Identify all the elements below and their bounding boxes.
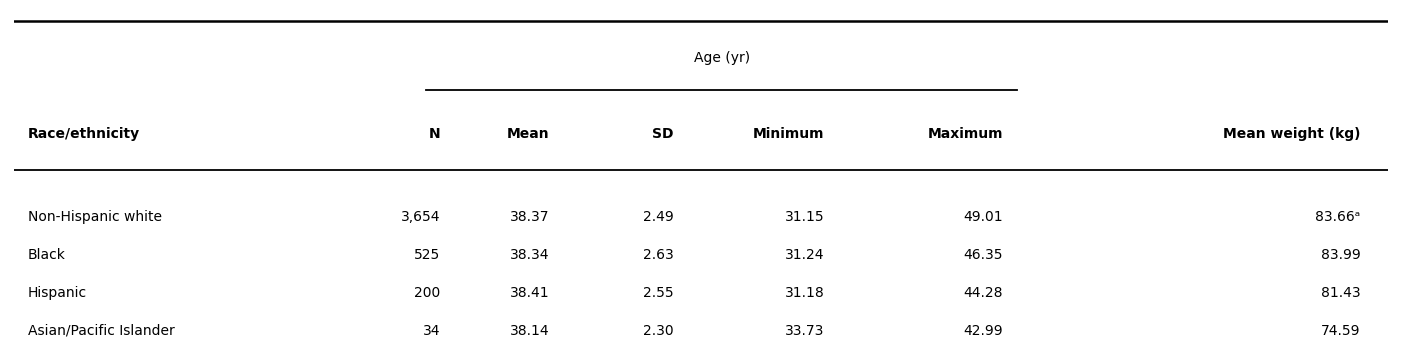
Text: 42.99: 42.99 bbox=[963, 324, 1004, 338]
Text: 31.18: 31.18 bbox=[785, 286, 824, 300]
Text: 2.30: 2.30 bbox=[644, 324, 673, 338]
Text: Black: Black bbox=[28, 248, 66, 262]
Text: 38.41: 38.41 bbox=[510, 286, 550, 300]
Text: 46.35: 46.35 bbox=[963, 248, 1004, 262]
Text: 38.37: 38.37 bbox=[510, 210, 550, 224]
Text: 525: 525 bbox=[414, 248, 440, 262]
Text: 38.34: 38.34 bbox=[510, 248, 550, 262]
Text: 81.43: 81.43 bbox=[1321, 286, 1360, 300]
Text: 31.24: 31.24 bbox=[785, 248, 824, 262]
Text: 31.15: 31.15 bbox=[785, 210, 824, 224]
Text: Mean weight (kg): Mean weight (kg) bbox=[1223, 127, 1360, 141]
Text: 83.99: 83.99 bbox=[1321, 248, 1360, 262]
Text: Hispanic: Hispanic bbox=[28, 286, 87, 300]
Text: Minimum: Minimum bbox=[753, 127, 824, 141]
Text: 49.01: 49.01 bbox=[963, 210, 1004, 224]
Text: 38.14: 38.14 bbox=[510, 324, 550, 338]
Text: 33.73: 33.73 bbox=[785, 324, 824, 338]
Text: Mean: Mean bbox=[508, 127, 550, 141]
Text: Asian/Pacific Islander: Asian/Pacific Islander bbox=[28, 324, 174, 338]
Text: 200: 200 bbox=[414, 286, 440, 300]
Text: Non-Hispanic white: Non-Hispanic white bbox=[28, 210, 161, 224]
Text: N: N bbox=[429, 127, 440, 141]
Text: 2.49: 2.49 bbox=[642, 210, 673, 224]
Text: 74.59: 74.59 bbox=[1321, 324, 1360, 338]
Text: SD: SD bbox=[652, 127, 673, 141]
Text: 2.63: 2.63 bbox=[642, 248, 673, 262]
Text: Race/ethnicity: Race/ethnicity bbox=[28, 127, 140, 141]
Text: 2.55: 2.55 bbox=[644, 286, 673, 300]
Text: 3,654: 3,654 bbox=[401, 210, 440, 224]
Text: 34: 34 bbox=[422, 324, 440, 338]
Text: Maximum: Maximum bbox=[928, 127, 1004, 141]
Text: Age (yr): Age (yr) bbox=[694, 50, 750, 64]
Text: 44.28: 44.28 bbox=[963, 286, 1004, 300]
Text: 83.66ᵃ: 83.66ᵃ bbox=[1315, 210, 1360, 224]
